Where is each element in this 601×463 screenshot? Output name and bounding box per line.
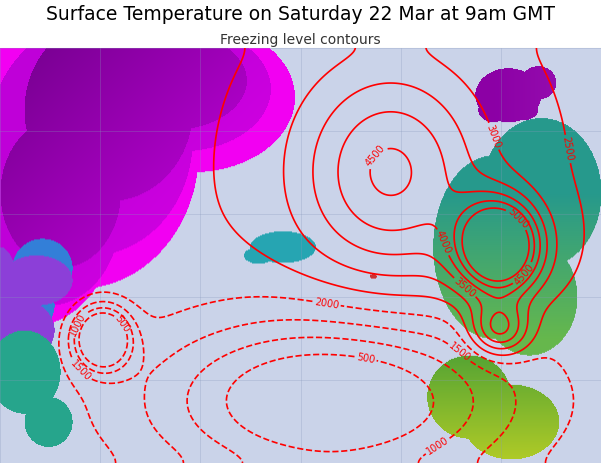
Text: Surface Temperature on Saturday 22 Mar at 9am GMT: Surface Temperature on Saturday 22 Mar a… <box>46 5 555 24</box>
Text: 2000: 2000 <box>314 297 340 310</box>
Text: 3500: 3500 <box>452 275 477 299</box>
Text: 1500: 1500 <box>69 358 93 383</box>
Text: 1000: 1000 <box>425 435 451 457</box>
Text: 1500: 1500 <box>447 341 472 364</box>
Text: 3000: 3000 <box>485 123 502 150</box>
Text: 5000: 5000 <box>505 206 530 231</box>
Text: 4500: 4500 <box>512 262 535 287</box>
Text: 4500: 4500 <box>364 144 388 169</box>
Text: 2500: 2500 <box>561 136 575 162</box>
Text: 500: 500 <box>356 352 376 365</box>
Text: Freezing level contours: Freezing level contours <box>220 32 381 47</box>
Text: 500: 500 <box>113 313 132 334</box>
Text: 1000: 1000 <box>68 311 88 338</box>
Text: 4000: 4000 <box>433 229 453 256</box>
